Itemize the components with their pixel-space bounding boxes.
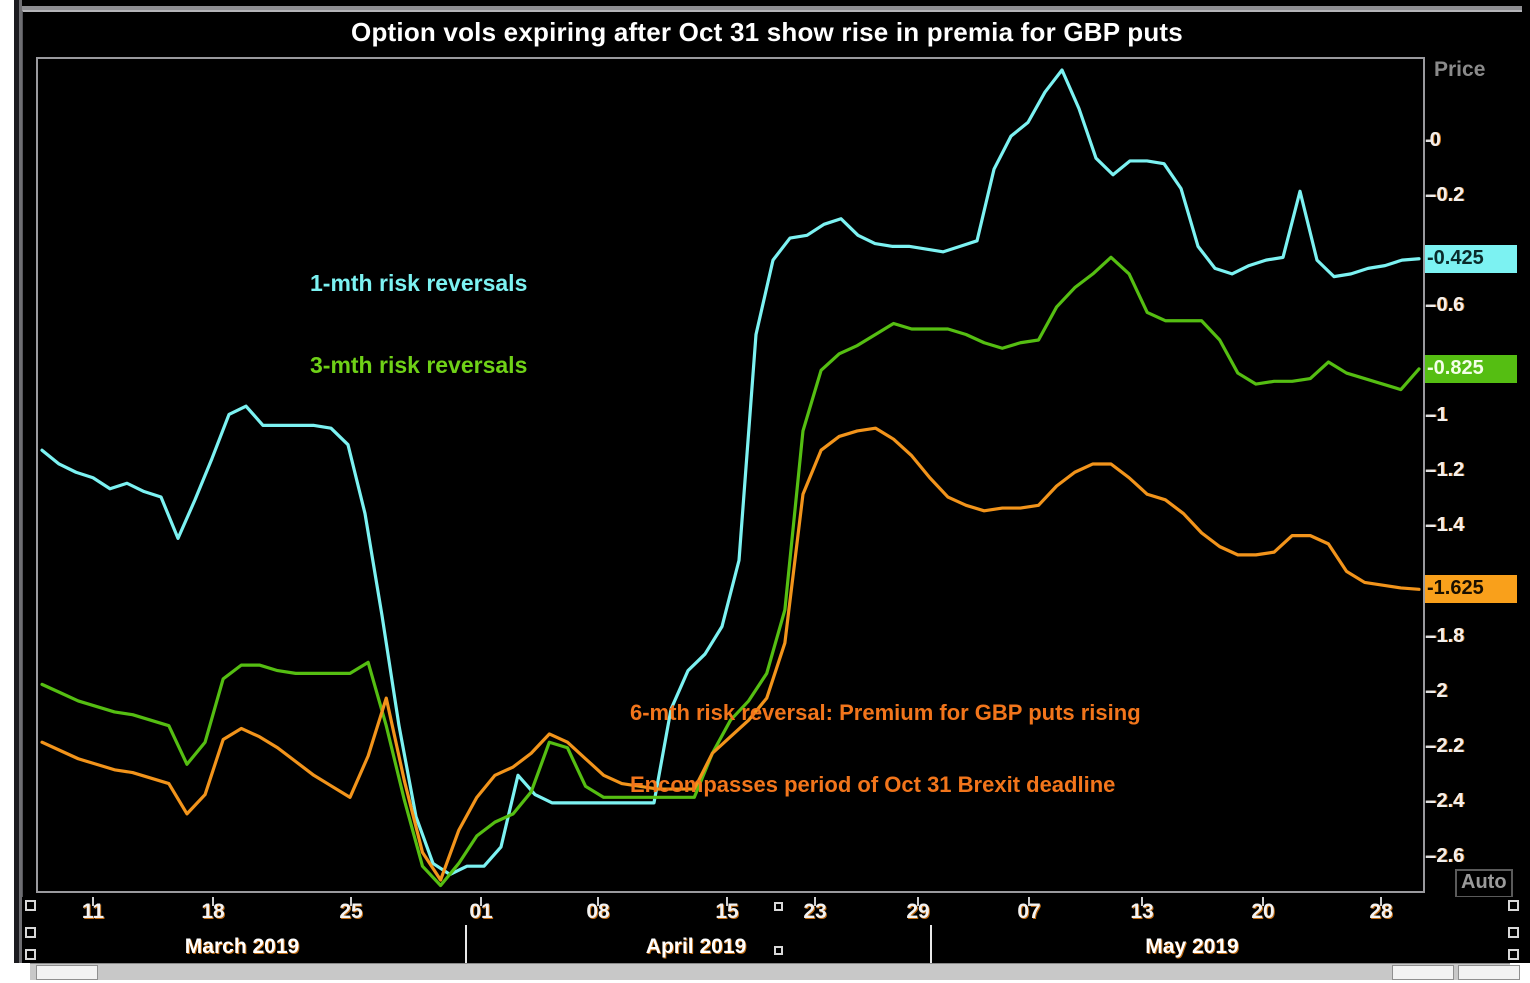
- price-axis-title: Price: [1434, 58, 1486, 81]
- series-line-2: [40, 255, 1421, 888]
- page-title: Option vols expiring after Oct 31 show r…: [351, 17, 1183, 47]
- month-label-1: April 2019: [645, 935, 747, 958]
- marker-handle-b[interactable]: [774, 946, 783, 955]
- series-line-3: [40, 426, 1421, 882]
- date-tick-label-28-11: 28: [1369, 900, 1393, 923]
- date-tick-mark: [212, 897, 214, 906]
- chart-plot-area[interactable]: [36, 57, 1425, 893]
- ann-1mth: 1-mth risk reversals: [310, 270, 528, 296]
- bottom-button-1[interactable]: [36, 965, 98, 980]
- resize-handle-right-mid[interactable]: [1508, 927, 1519, 938]
- price-tick-neg1_8: --1.8: [1425, 624, 1465, 647]
- price-tick-neg0_2: --0.2: [1425, 183, 1465, 206]
- date-tick-mark: [814, 897, 816, 906]
- price-tick-neg1_2: --1.2: [1425, 459, 1465, 482]
- ann-6mth: 6-mth risk reversal: Premium for GBP put…: [630, 700, 1141, 725]
- window-left-margin: [0, 0, 14, 963]
- month-separator-0: [465, 925, 467, 963]
- date-tick-label-20-10: 20: [1251, 900, 1275, 923]
- date-tick-mark: [597, 897, 599, 906]
- date-tick-label-18-1: 18: [201, 900, 225, 923]
- date-tick-label-07-8: 07: [1017, 900, 1041, 923]
- date-tick-label-29-7: 29: [906, 900, 930, 923]
- date-tick-label-13-9: 13: [1130, 900, 1154, 923]
- price-tick-neg1_4: --1.4: [1425, 514, 1465, 537]
- date-tick-mark: [480, 897, 482, 906]
- ann-brexit: Encompasses period of Oct 31 Brexit dead…: [630, 772, 1116, 797]
- resize-handle-right-bottom[interactable]: [1508, 949, 1519, 960]
- date-tick-mark: [350, 897, 352, 906]
- date-tick-mark: [726, 897, 728, 906]
- ann-3mth: 3-mth risk reversals: [310, 352, 528, 378]
- window-edge-dark: [14, 0, 19, 963]
- date-tick-mark: [92, 897, 94, 906]
- date-tick-label-25-2: 25: [339, 900, 363, 923]
- price-tick-neg0_6: --0.6: [1425, 293, 1465, 316]
- resize-handle-left-bottom[interactable]: [25, 949, 36, 960]
- price-tick-neg2: --2: [1425, 679, 1448, 702]
- bottom-button-2[interactable]: [1392, 965, 1454, 980]
- date-tick-label-23-6: 23: [803, 900, 827, 923]
- date-tick-mark: [1380, 897, 1382, 906]
- date-tick-mark: [917, 897, 919, 906]
- date-tick-mark: [1141, 897, 1143, 906]
- window-edge-light: [19, 0, 22, 963]
- chart-canvas: [40, 68, 1421, 888]
- price-tick-neg2_4: --2.4: [1425, 789, 1465, 812]
- month-separator-1: [930, 925, 932, 963]
- resize-handle-left-mid[interactable]: [25, 927, 36, 938]
- date-tick-label-08-4: 08: [586, 900, 610, 923]
- status-bar: [30, 963, 1510, 980]
- price-tick-neg1: --1: [1425, 404, 1448, 427]
- resize-handle-left-top[interactable]: [25, 900, 36, 911]
- date-tick-mark: [1262, 897, 1264, 906]
- price-tick-0: -0: [1425, 128, 1441, 151]
- date-tick-mark: [1028, 897, 1030, 906]
- date-tick-label-15-5: 15: [715, 900, 739, 923]
- date-axis[interactable]: [22, 897, 1522, 963]
- resize-handle-right-top[interactable]: [1508, 900, 1519, 911]
- date-tick-label-11-0: 11: [81, 900, 105, 923]
- price-marker-neg0_425[interactable]: -0.425: [1425, 244, 1517, 273]
- window-top-bevel: [22, 6, 1522, 12]
- month-label-0: March 2019: [184, 935, 300, 958]
- date-tick-label-01-3: 01: [469, 900, 493, 923]
- marker-handle-a[interactable]: [774, 902, 783, 911]
- price-marker-neg0_825[interactable]: -0.825: [1425, 354, 1517, 383]
- series-line-1: [40, 68, 1421, 877]
- price-marker-neg1_625[interactable]: -1.625: [1425, 575, 1517, 604]
- price-tick-neg2_2: --2.2: [1425, 734, 1465, 757]
- month-label-2: May 2019: [1145, 935, 1239, 958]
- bottom-button-3[interactable]: [1458, 965, 1520, 980]
- price-tick-neg2_6: --2.6: [1425, 844, 1465, 867]
- auto-scale-button[interactable]: Auto: [1455, 869, 1513, 898]
